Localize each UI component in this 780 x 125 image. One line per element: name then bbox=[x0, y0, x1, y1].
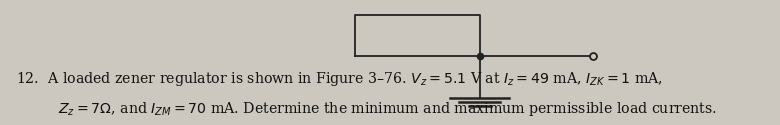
Text: $Z_z = 7\Omega$, and $I_{ZM} = 70$ mA. Determine the minimum and maximum permiss: $Z_z = 7\Omega$, and $I_{ZM} = 70$ mA. D… bbox=[58, 100, 718, 117]
Text: 12.  A loaded zener regulator is shown in Figure 3–76. $V_z = 5.1$ V at $I_z = 4: 12. A loaded zener regulator is shown in… bbox=[16, 70, 662, 87]
